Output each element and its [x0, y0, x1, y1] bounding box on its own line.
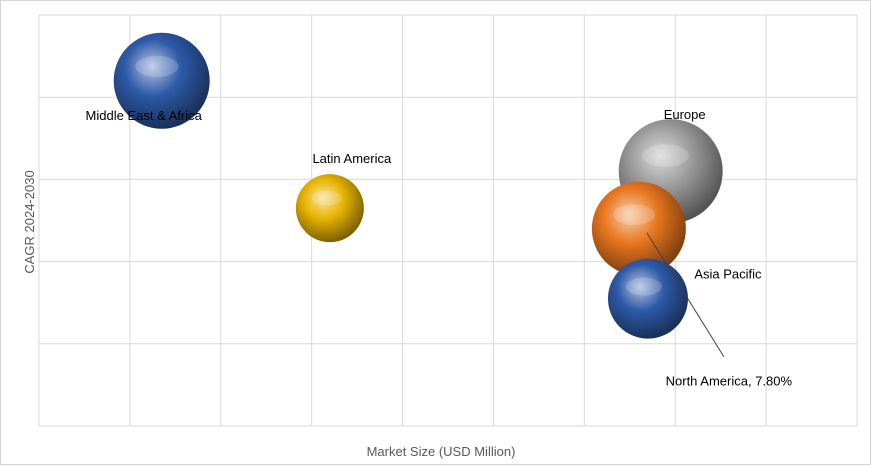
bubble-label-latin-america: Latin America: [312, 151, 392, 166]
y-axis-title: CAGR 2024-2030: [22, 170, 37, 273]
bubble-labels: Middle East & Africa Latin America Europe N…: [86, 107, 793, 389]
leader-line-north-america: [646, 232, 725, 357]
bubble-north-america: [591, 181, 686, 276]
bubble-label-europe: Europe: [664, 107, 706, 122]
bubble-highlight-middle-east-africa: [135, 55, 179, 77]
bubble-label-asia-pacific: Asia Pacific: [694, 267, 762, 282]
bubble-highlight-latin-america: [311, 190, 342, 206]
bubble-middle-east-africa: [113, 32, 210, 129]
bubble-latin-america: [295, 174, 364, 243]
bubble-highlight-north-america: [613, 204, 656, 225]
bubble-asia-pacific: [607, 258, 688, 339]
bubble-label-middle-east-africa: Middle East & Africa: [86, 108, 203, 123]
x-axis-title: Market Size (USD Million): [367, 444, 516, 459]
bubble-highlight-europe: [642, 144, 689, 168]
bubbles: [113, 32, 723, 339]
bubble-label-north-america: North America, 7.80%: [666, 374, 793, 389]
bubble-highlight-asia-pacific: [625, 277, 662, 296]
plot-area-border: [38, 14, 858, 427]
